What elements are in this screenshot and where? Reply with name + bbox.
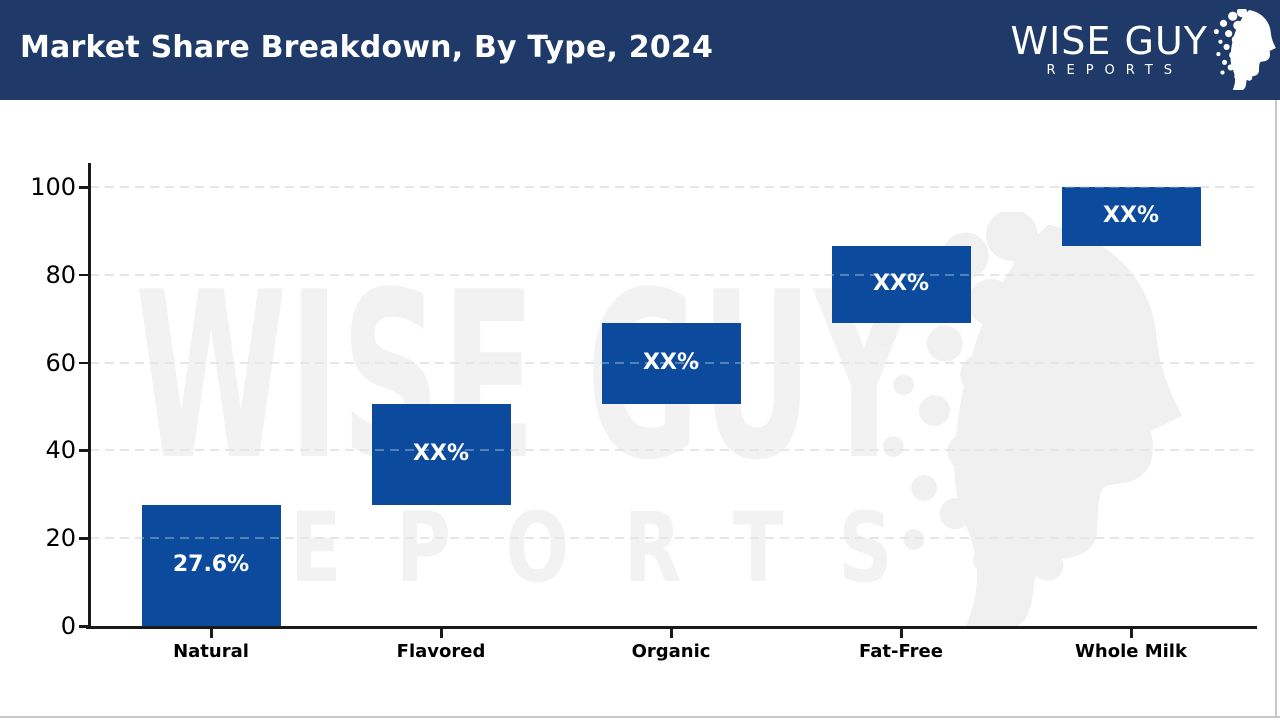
x-tick-3 — [670, 629, 673, 638]
bar-natural — [141, 504, 281, 626]
gridline-overlay-100 — [90, 186, 1257, 188]
y-tick-40 — [79, 449, 88, 452]
chart-title: Market Share Breakdown, By Type, 2024 — [20, 29, 714, 65]
y-tick-label-0: 0 — [60, 612, 76, 640]
y-tick-label-60: 60 — [45, 348, 76, 377]
bar-label-fat-free: XX% — [873, 271, 929, 297]
bar-organic — [601, 322, 741, 404]
bar-whole-milk — [1061, 187, 1201, 246]
watermark-wordmark: WISE GUY — [135, 244, 916, 511]
logo-wordmark: WISE GUY — [1010, 19, 1208, 63]
y-tick-label-100: 100 — [30, 173, 76, 201]
y-tick-80 — [79, 273, 88, 277]
gridline-40 — [90, 449, 1257, 452]
x-label-flavored: Flavored — [396, 641, 486, 662]
gridline-overlay-60 — [90, 361, 1257, 364]
bar-label-organic: XX% — [643, 350, 699, 376]
y-tick-label-20: 20 — [45, 524, 76, 553]
y-tick-100 — [79, 186, 88, 189]
y-tick-20 — [79, 537, 88, 540]
gridline-80 — [90, 273, 1257, 276]
y-tick-60 — [79, 361, 88, 365]
watermark-subtitle: REPORTS — [178, 492, 947, 604]
frame-border-right — [1275, 100, 1277, 718]
y-tick-label-80: 80 — [45, 260, 76, 289]
gridline-overlay-40 — [90, 449, 1257, 452]
bar-label-whole-milk: XX% — [1103, 203, 1159, 229]
x-tick-5 — [1130, 629, 1133, 638]
bar-label-natural: 27.6% — [172, 552, 250, 578]
y-tick-label-40: 40 — [45, 436, 76, 465]
x-label-natural: Natural — [173, 641, 249, 662]
x-tick-2 — [440, 629, 443, 638]
gridline-overlay-80 — [90, 273, 1257, 276]
gridline-20 — [90, 537, 1257, 540]
y-axis-spine — [88, 163, 91, 629]
logo-subtitle: REPORTS — [1046, 63, 1184, 78]
x-axis-spine — [86, 626, 1257, 629]
x-label-organic: Organic — [631, 641, 711, 662]
gridline-100 — [90, 186, 1257, 188]
x-tick-1 — [210, 629, 213, 638]
frame-border-bottom — [0, 716, 1280, 718]
report-header: Market Share Breakdown, By Type, 2024 WI… — [0, 0, 1280, 100]
gridline-overlay-20 — [90, 537, 1257, 540]
x-label-fat-free: Fat-Free — [859, 641, 943, 662]
bar-fat-free — [831, 245, 971, 323]
logo-text: WISE GUY REPORTS — [1011, 21, 1208, 79]
wiseguy-head-icon — [1213, 9, 1276, 90]
bar-label-flavored: XX% — [413, 441, 469, 467]
x-tick-4 — [900, 629, 903, 638]
x-label-whole-milk: Whole Milk — [1075, 641, 1187, 662]
wiseguy-logo: WISE GUY REPORTS — [1011, 4, 1276, 96]
bar-flavored — [371, 403, 511, 505]
y-tick-0 — [79, 625, 88, 628]
watermark-head-icon — [870, 212, 1182, 628]
